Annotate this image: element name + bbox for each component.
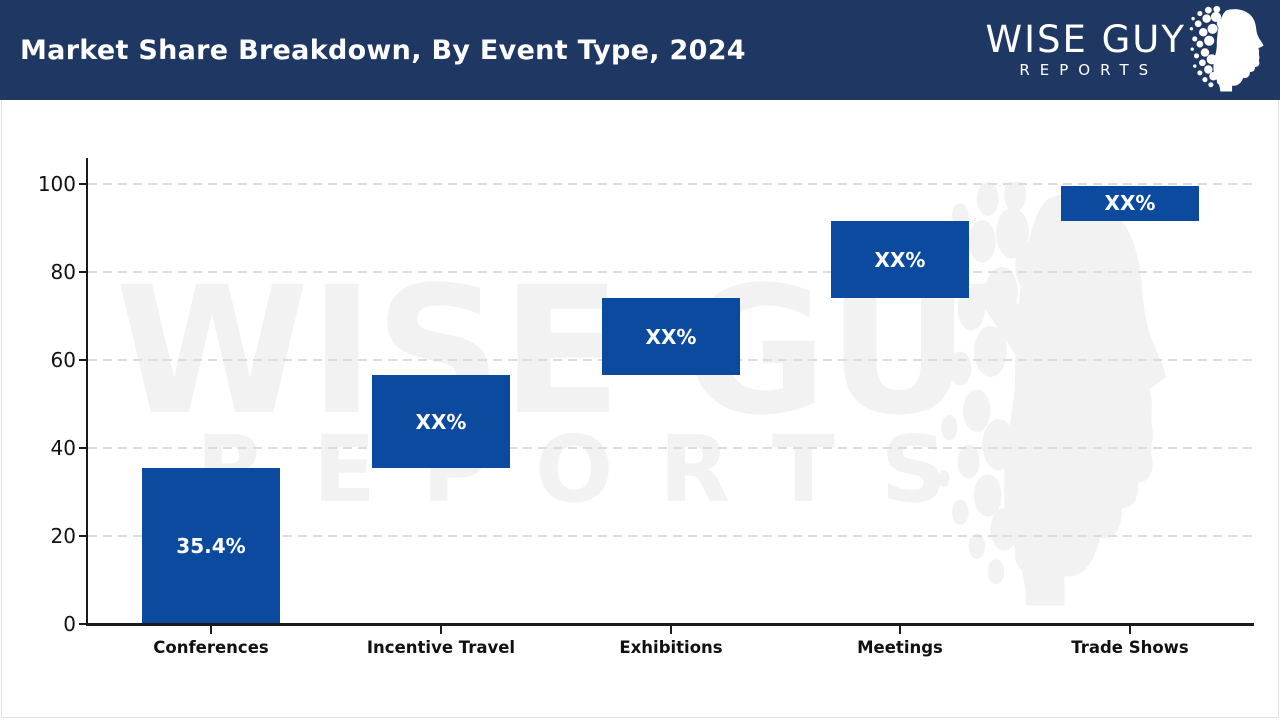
y-axis-tick-label: 20 [50,524,76,548]
gridline-80 [88,271,1254,273]
y-axis-tick-label: 0 [63,612,76,636]
bar-meetings: XX% [831,220,969,299]
y-axis-tick [79,359,88,361]
bar-value-label: XX% [874,247,926,272]
x-axis-tick [440,625,442,634]
gridline-40 [88,447,1254,449]
dotted-head-profile-icon [1189,6,1264,92]
x-axis-label-meetings: Meetings [857,638,943,657]
y-axis-tick [79,535,88,537]
y-axis-tick-label: 40 [50,436,76,460]
x-axis-tick [670,625,672,634]
x-axis-label-exhibitions: Exhibitions [619,638,723,657]
page-title: Market Share Breakdown, By Event Type, 2… [20,34,746,66]
gridline-20 [88,535,1254,537]
y-axis-tick-label: 60 [50,348,76,372]
y-axis-tick [79,183,88,185]
bar-exhibitions: XX% [602,298,740,376]
y-axis-tick [79,623,88,625]
bar-value-label: 35.4% [176,534,246,559]
bar-trade-shows: XX% [1061,185,1199,221]
x-axis-tick [210,625,212,634]
bar-value-label: XX% [415,409,467,434]
x-axis-label-conferences: Conferences [153,638,269,657]
x-axis-tick [899,625,901,634]
y-axis-tick [79,271,88,273]
bar-conferences: 35.4% [142,468,280,624]
x-axis-label-incentive-travel: Incentive Travel [366,638,516,657]
y-axis-line [85,158,88,626]
x-axis-label-trade-shows: Trade Shows [1071,638,1189,657]
bar-incentive-travel: XX% [372,375,510,469]
x-axis-tick [1129,625,1131,634]
logo-subtitle: REPORTS [1019,61,1159,79]
y-axis-tick-label: 80 [50,260,76,284]
gridline-100 [88,183,1254,185]
bar-value-label: XX% [1104,191,1156,216]
wise-guy-logo: WISE GUY REPORTS [986,6,1266,94]
header-bar: Market Share Breakdown, By Event Type, 2… [0,0,1280,100]
y-axis-tick [79,447,88,449]
x-axis-line [85,623,1254,626]
logo-wordmark: WISE GUY [985,18,1186,61]
bar-value-label: XX% [645,324,697,349]
watermark-subtitle: REPORTS [196,416,994,523]
y-axis-tick-label: 100 [37,172,76,196]
logo-wordmark-block: WISE GUY REPORTS [986,21,1186,79]
